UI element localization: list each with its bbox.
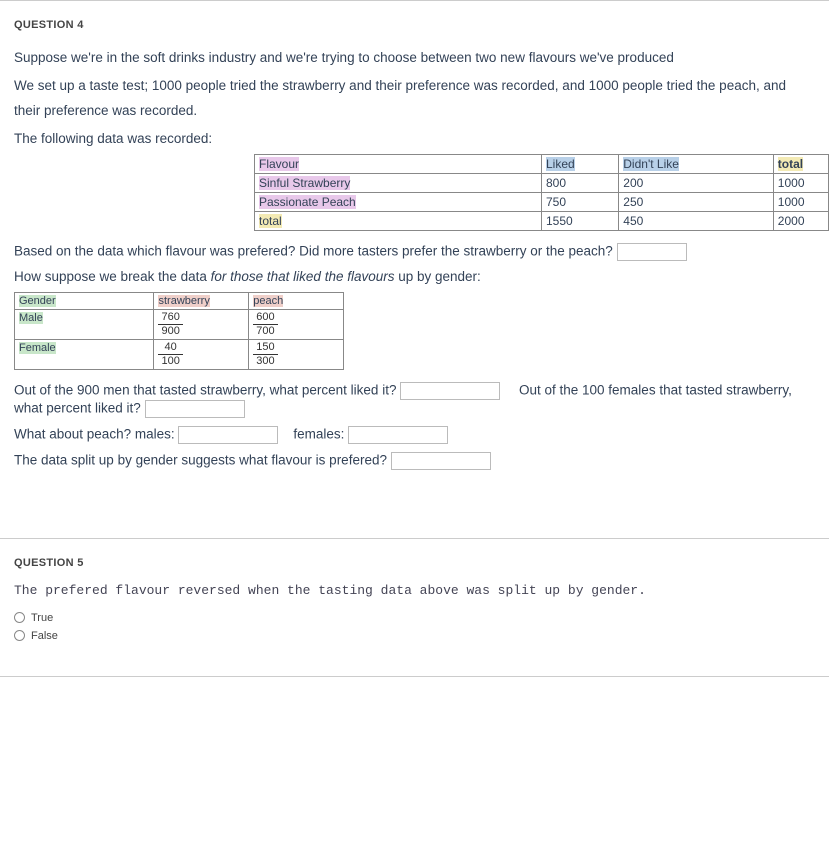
gender-table: Gender strawberry peach Male 760900 6007… [14, 292, 344, 370]
cell-flavour: Passionate Peach [259, 195, 356, 209]
q4-split-text: The data split up by gender suggests wha… [14, 452, 387, 467]
cell-liked: 800 [542, 173, 619, 192]
question-5: QUESTION 5 The prefered flavour reversed… [0, 539, 829, 676]
col-total: total [778, 157, 803, 171]
q4-break-b: up by gender: [394, 269, 480, 284]
cell-liked: 750 [542, 192, 619, 211]
flavour-table: Flavour Liked Didn't Like total Sinful S… [254, 154, 829, 231]
col-strawberry: strawberry [158, 295, 209, 307]
prefer-input[interactable] [617, 243, 687, 261]
q4-header: QUESTION 4 [14, 19, 815, 31]
q4-break-italic: for those that liked the flavours [211, 269, 395, 284]
cell-liked: 1550 [542, 211, 619, 230]
col-peach: peach [253, 295, 283, 307]
q4-body: Suppose we're in the soft drinks industr… [14, 45, 815, 152]
q4-peach-line: What about peach? males: females: [14, 426, 815, 444]
cell-peach: 600700 [249, 309, 344, 339]
cell-didnt: 250 [619, 192, 774, 211]
bottom-divider [0, 676, 829, 677]
q4-peach-text: What about peach? males: [14, 426, 175, 441]
radio-false[interactable]: False [14, 630, 815, 642]
col-gender: Gender [19, 295, 56, 307]
radio-true[interactable]: True [14, 612, 815, 624]
row-total-label: total [259, 214, 282, 228]
q4-split-line: The data split up by gender suggests wha… [14, 452, 815, 470]
peach-males-input[interactable] [178, 426, 278, 444]
cell-gender: Female [19, 342, 56, 354]
radio-true-label: True [31, 612, 53, 624]
cell-straw: 40100 [154, 339, 249, 369]
table-row: Passionate Peach 750 250 1000 [255, 192, 829, 211]
q4-prefer-line: Based on the data which flavour was pref… [14, 243, 815, 261]
table-row: Female 40100 150300 [15, 339, 344, 369]
q4-men-text: Out of the 900 men that tasted strawberr… [14, 382, 396, 397]
table-row: Sinful Strawberry 800 200 1000 [255, 173, 829, 192]
cell-straw: 760900 [154, 309, 249, 339]
cell-total: 1000 [773, 192, 828, 211]
table-row: Gender strawberry peach [15, 292, 344, 309]
cell-flavour: Sinful Strawberry [259, 176, 350, 190]
q4-break-a: How suppose we break the data [14, 269, 211, 284]
cell-total: 2000 [773, 211, 828, 230]
q4-p3: The following data was recorded: [14, 126, 815, 152]
col-liked: Liked [546, 157, 575, 171]
table-row: Flavour Liked Didn't Like total [255, 154, 829, 173]
q4-prefer-text: Based on the data which flavour was pref… [14, 243, 613, 258]
cell-didnt: 200 [619, 173, 774, 192]
q5-statement: The prefered flavour reversed when the t… [14, 583, 815, 598]
q5-header: QUESTION 5 [14, 557, 815, 569]
cell-gender: Male [19, 312, 43, 324]
q4-break-line: How suppose we break the data for those … [14, 269, 815, 284]
radio-icon [14, 630, 25, 641]
table-row: total 1550 450 2000 [255, 211, 829, 230]
cell-didnt: 450 [619, 211, 774, 230]
cell-peach: 150300 [249, 339, 344, 369]
col-flavour: Flavour [259, 157, 299, 171]
q4-peach-f-text: females: [293, 426, 344, 441]
table-row: Male 760900 600700 [15, 309, 344, 339]
men-percent-input[interactable] [400, 382, 500, 400]
col-didnt-like: Didn't Like [623, 157, 679, 171]
fem-percent-input[interactable] [145, 400, 245, 418]
cell-total: 1000 [773, 173, 828, 192]
radio-false-label: False [31, 630, 58, 642]
question-4: QUESTION 4 Suppose we're in the soft dri… [0, 1, 829, 538]
q4-p2: We set up a taste test; 1000 people trie… [14, 73, 815, 124]
peach-females-input[interactable] [348, 426, 448, 444]
radio-icon [14, 612, 25, 623]
q4-men-line: Out of the 900 men that tasted strawberr… [14, 382, 815, 418]
q4-p1: Suppose we're in the soft drinks industr… [14, 45, 815, 71]
split-pref-input[interactable] [391, 452, 491, 470]
